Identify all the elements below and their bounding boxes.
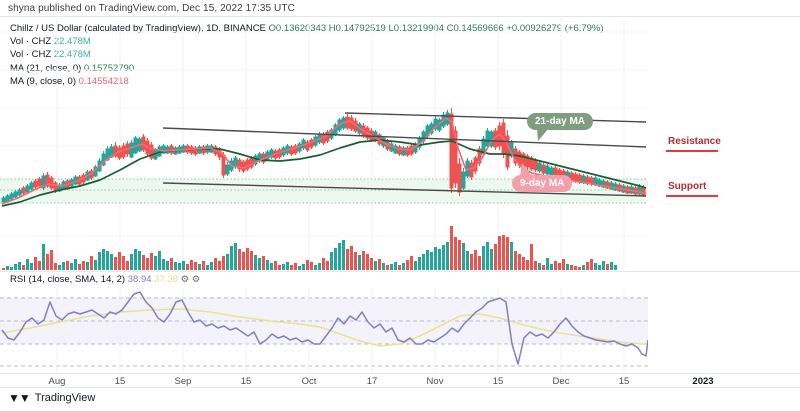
gear-icon[interactable]: ⚙ <box>180 274 190 285</box>
ma9-callout[interactable]: 9-day MA <box>512 163 573 192</box>
legend-volume-row-2[interactable]: Vol · CHZ 22.478M <box>10 48 604 61</box>
resistance-underline <box>666 150 718 152</box>
rsi-pane-separator <box>0 271 800 272</box>
rsi-chart-svg[interactable] <box>0 288 648 373</box>
time-axis-label-7: 15 <box>492 376 504 387</box>
legend-close-value: 0.14569666 <box>453 23 504 34</box>
ma21-callout-label: 21-day MA <box>535 116 586 127</box>
rsi-legend-label: RSI (14, close, SMA, 14, 2) <box>10 274 126 285</box>
chart-legend: Chillz / US Dollar (calculated by Tradin… <box>10 22 604 88</box>
attribution-text: shyna published on TradingView.com, Dec … <box>8 3 295 14</box>
trendlines <box>162 112 647 197</box>
support-label: Support <box>668 181 707 192</box>
time-axis-label-10: 2023 <box>692 376 714 387</box>
volume-bars <box>2 226 617 270</box>
legend-ma21-row[interactable]: MA (21, close, 0) 0.15752790 <box>10 62 604 75</box>
ma21-callout[interactable]: 21-day MA <box>527 113 594 141</box>
tradingview-logo-icon: ▼▼ <box>8 391 31 405</box>
legend-ma9-value: 0.14554218 <box>78 75 129 87</box>
time-axis-separator <box>0 373 800 374</box>
time-axis-label-4: Oct <box>301 376 317 387</box>
legend-volume-label-2: Vol · CHZ <box>10 49 52 61</box>
legend-ma9-label: MA (9, close, 0) <box>10 75 76 87</box>
legend-volume-label-1: Vol · CHZ <box>10 36 52 48</box>
legend-change-value: +0.00926279 (+6.79%) <box>506 23 604 34</box>
time-axis-label-2: Sep <box>174 376 192 387</box>
legend-volume-value-1: 22.478M <box>53 36 91 48</box>
legend-ma9-row[interactable]: MA (9, close, 0) 0.14554218 <box>10 75 604 88</box>
support-underline <box>666 195 718 197</box>
descending-trendline <box>344 112 647 123</box>
legend-volume-row-1[interactable]: Vol · CHZ 22.478M <box>10 35 604 48</box>
time-axis-label-0: Aug <box>48 376 66 387</box>
legend-high-label: H <box>328 23 336 34</box>
time-axis-label-6: Nov <box>426 376 444 387</box>
rsi-sma-line <box>1 308 646 347</box>
legend-volume-value-2: 22.478M <box>53 49 91 61</box>
legend-low-value: 0.13219904 <box>393 23 444 34</box>
rsi-legend-value: 38.94 <box>127 274 152 285</box>
legend-ma21-value: 0.15752790 <box>83 62 135 74</box>
time-axis-label-9: 15 <box>618 376 630 387</box>
rsi-vertical-gridlines <box>56 288 625 373</box>
legend-open-value: 0.13620343 <box>275 23 327 34</box>
ma9-callout-label: 9-day MA <box>520 178 565 189</box>
ma21-callout-tail <box>537 128 549 141</box>
ma9-callout-tail <box>520 163 532 176</box>
legend-low-label: L <box>388 23 394 34</box>
legend-symbol-title: Chillz / US Dollar (calculated by Tradin… <box>10 23 266 34</box>
resistance-label: Resistance <box>668 136 721 147</box>
lower-trendline <box>162 182 647 197</box>
time-axis-label-5: 17 <box>366 376 378 387</box>
upper-trendline <box>162 127 647 148</box>
legend-close-label: C <box>446 23 454 34</box>
legend-high-value: 0.14792519 <box>335 23 386 34</box>
footer-divider <box>0 387 800 388</box>
tradingview-brand-label: TradingView <box>34 392 96 404</box>
time-axis-label-8: Dec <box>552 376 570 387</box>
legend-open-label: O <box>268 23 276 34</box>
ma21-line <box>1 139 647 207</box>
time-axis-label-1: 15 <box>114 376 126 387</box>
eye-icon[interactable]: ⚙ <box>191 274 201 285</box>
rsi-legend-sma-value: 37.36 <box>154 274 178 285</box>
header-divider <box>0 16 800 17</box>
legend-ma21-label: MA (21, close, 0) <box>10 62 82 74</box>
rsi-gridlines <box>0 297 648 367</box>
rsi-legend[interactable]: RSI (14, close, SMA, 14, 2) 38.94 37.36 … <box>10 274 200 285</box>
legend-symbol-row[interactable]: Chillz / US Dollar (calculated by Tradin… <box>10 22 604 35</box>
rsi-line <box>1 291 648 365</box>
footer[interactable]: ▼▼ TradingView <box>8 391 95 405</box>
time-axis-label-3: 15 <box>240 376 252 387</box>
